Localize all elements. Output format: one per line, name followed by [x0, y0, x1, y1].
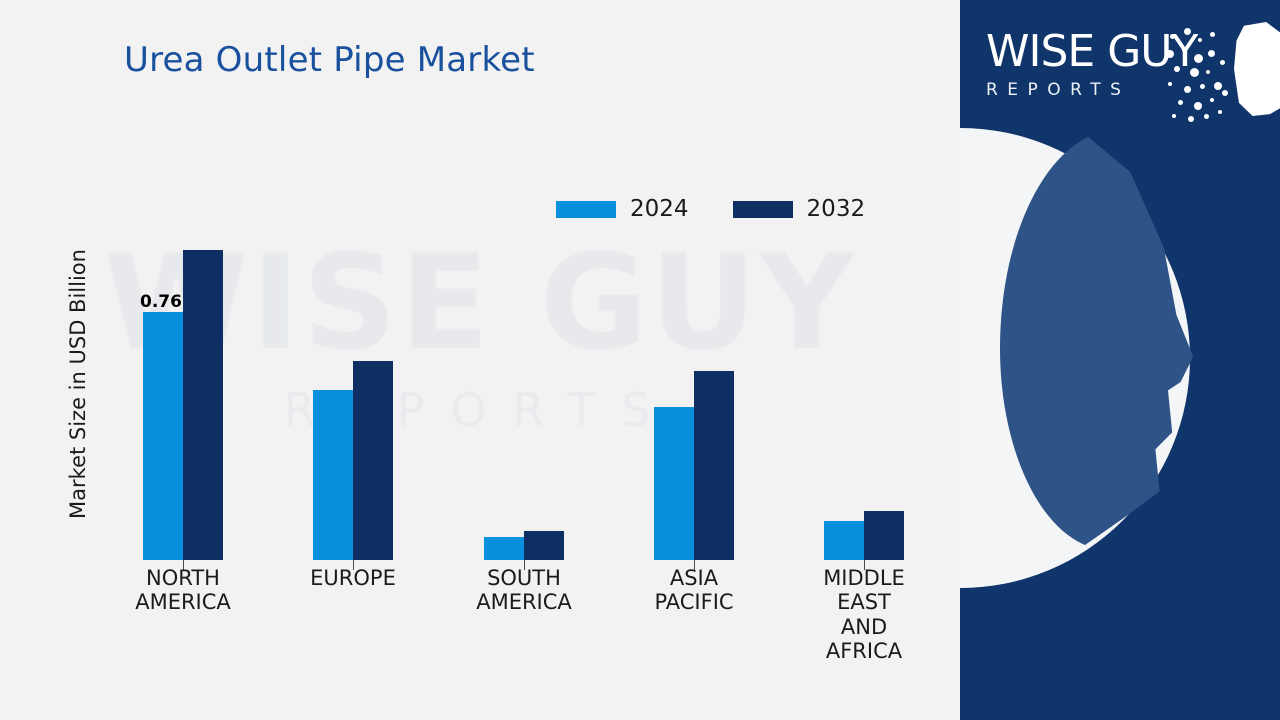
- bar-2024[interactable]: [654, 407, 694, 560]
- bar-group: [824, 511, 904, 560]
- category-label: EUROPE: [310, 566, 396, 590]
- axis-tick: [864, 560, 865, 570]
- plot-area: NORTH AMERICA EUROPE SOUTH AMERICA ASIA PAC…: [135, 250, 905, 663]
- legend-label: 2032: [806, 196, 866, 222]
- axis-tick: [353, 560, 354, 570]
- bar-value-label: 0.76: [140, 292, 182, 312]
- bar-2032[interactable]: [864, 511, 904, 560]
- axis-tick: [183, 560, 184, 570]
- bar-2024[interactable]: [824, 521, 864, 560]
- axis-tick: [524, 560, 525, 570]
- category-label: MIDDLE EAST AND AFRICA: [823, 566, 905, 664]
- logo-sub-text: REPORTS: [986, 80, 1131, 100]
- bar-group: [313, 361, 393, 560]
- page-title: Urea Outlet Pipe Market: [124, 40, 535, 80]
- bar-group: [484, 531, 564, 560]
- legend-swatch-icon: [556, 200, 616, 218]
- chart-legend: 2024 2032: [556, 196, 865, 222]
- logo-head-profile-icon: [1234, 22, 1280, 116]
- legend-label: 2024: [630, 196, 689, 222]
- wiseguy-logo: WISE GUY REPORTS: [986, 22, 1280, 122]
- bar-2032[interactable]: [694, 371, 734, 560]
- bar-group: [143, 250, 223, 560]
- legend-swatch-icon: [732, 200, 793, 218]
- category-label: NORTH AMERICA: [135, 566, 231, 615]
- bar-2024[interactable]: [313, 390, 353, 560]
- legend-item-2024[interactable]: 2024: [556, 196, 689, 222]
- bar-group: [654, 371, 734, 560]
- category-label: SOUTH AMERICA: [476, 566, 572, 615]
- bar-2032[interactable]: [353, 361, 393, 560]
- logo-main-text: WISE GUY: [986, 26, 1198, 77]
- brand-panel: WISE GUY REPORTS: [960, 0, 1280, 720]
- bar-2032[interactable]: [183, 250, 223, 560]
- legend-item-2032[interactable]: 2032: [732, 196, 866, 222]
- category-label: ASIA PACIFIC: [654, 566, 734, 615]
- logo-dots-icon: [1164, 22, 1280, 122]
- bar-2032[interactable]: [524, 531, 564, 560]
- bar-2024[interactable]: [484, 537, 524, 560]
- axis-tick: [694, 560, 695, 570]
- bar-2024[interactable]: [143, 312, 183, 560]
